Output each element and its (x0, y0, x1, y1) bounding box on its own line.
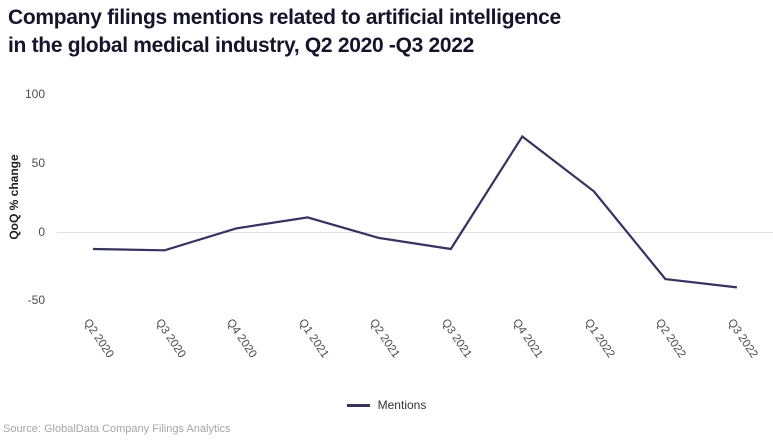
chart-title-line2: in the global medical industry, Q2 2020 … (8, 33, 475, 57)
chart-title-line1: Company filings mentions related to arti… (8, 6, 561, 29)
legend-label: Mentions (377, 398, 427, 412)
y-tick-label: -50 (27, 293, 45, 308)
y-tick-label: 0 (38, 224, 45, 239)
legend: Mentions (0, 398, 773, 412)
source-text: Source: GlobalData Company Filings Analy… (3, 423, 231, 435)
legend-line-swatch-icon (346, 403, 370, 407)
chart-title: Company filings mentions related to arti… (8, 4, 561, 59)
mentions-series-line (92, 134, 738, 289)
y-tick-label: 100 (24, 87, 45, 102)
y-tick-label: 50 (31, 155, 45, 170)
